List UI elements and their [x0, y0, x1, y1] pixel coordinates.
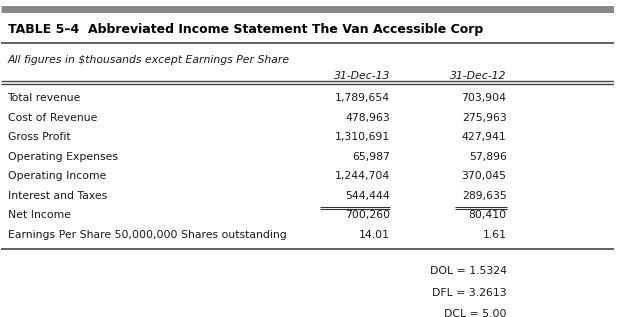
- Text: Cost of Revenue: Cost of Revenue: [7, 113, 97, 123]
- Text: Operating Income: Operating Income: [7, 171, 106, 181]
- Text: 703,904: 703,904: [462, 94, 507, 103]
- Text: TABLE 5–4  Abbreviated Income Statement The Van Accessible Corp: TABLE 5–4 Abbreviated Income Statement T…: [7, 23, 482, 36]
- Text: 31-Dec-12: 31-Dec-12: [450, 71, 507, 81]
- Text: 478,963: 478,963: [346, 113, 390, 123]
- Text: Net Income: Net Income: [7, 210, 70, 220]
- Text: 275,963: 275,963: [462, 113, 507, 123]
- Text: Gross Profit: Gross Profit: [7, 132, 70, 142]
- Text: Operating Expenses: Operating Expenses: [7, 152, 117, 162]
- Text: 80,410: 80,410: [468, 210, 507, 220]
- Text: DFL = 3.2613: DFL = 3.2613: [432, 288, 507, 298]
- Text: 31-Dec-13: 31-Dec-13: [334, 71, 390, 81]
- Text: DCL = 5.00: DCL = 5.00: [444, 309, 507, 317]
- Text: 544,444: 544,444: [346, 191, 390, 201]
- Text: Interest and Taxes: Interest and Taxes: [7, 191, 107, 201]
- Text: Total revenue: Total revenue: [7, 94, 81, 103]
- Text: 370,045: 370,045: [462, 171, 507, 181]
- Text: 65,987: 65,987: [352, 152, 390, 162]
- Text: 289,635: 289,635: [462, 191, 507, 201]
- Text: 14.01: 14.01: [359, 230, 390, 240]
- Text: 57,896: 57,896: [469, 152, 507, 162]
- Text: 1,789,654: 1,789,654: [335, 94, 390, 103]
- Text: 1.61: 1.61: [482, 230, 507, 240]
- Text: DOL = 1.5324: DOL = 1.5324: [429, 266, 507, 276]
- Text: All figures in $thousands except Earnings Per Share: All figures in $thousands except Earning…: [7, 55, 289, 65]
- Text: 700,260: 700,260: [345, 210, 390, 220]
- Text: 1,310,691: 1,310,691: [335, 132, 390, 142]
- Text: 427,941: 427,941: [462, 132, 507, 142]
- Text: Earnings Per Share 50,000,000 Shares outstanding: Earnings Per Share 50,000,000 Shares out…: [7, 230, 286, 240]
- Text: 1,244,704: 1,244,704: [335, 171, 390, 181]
